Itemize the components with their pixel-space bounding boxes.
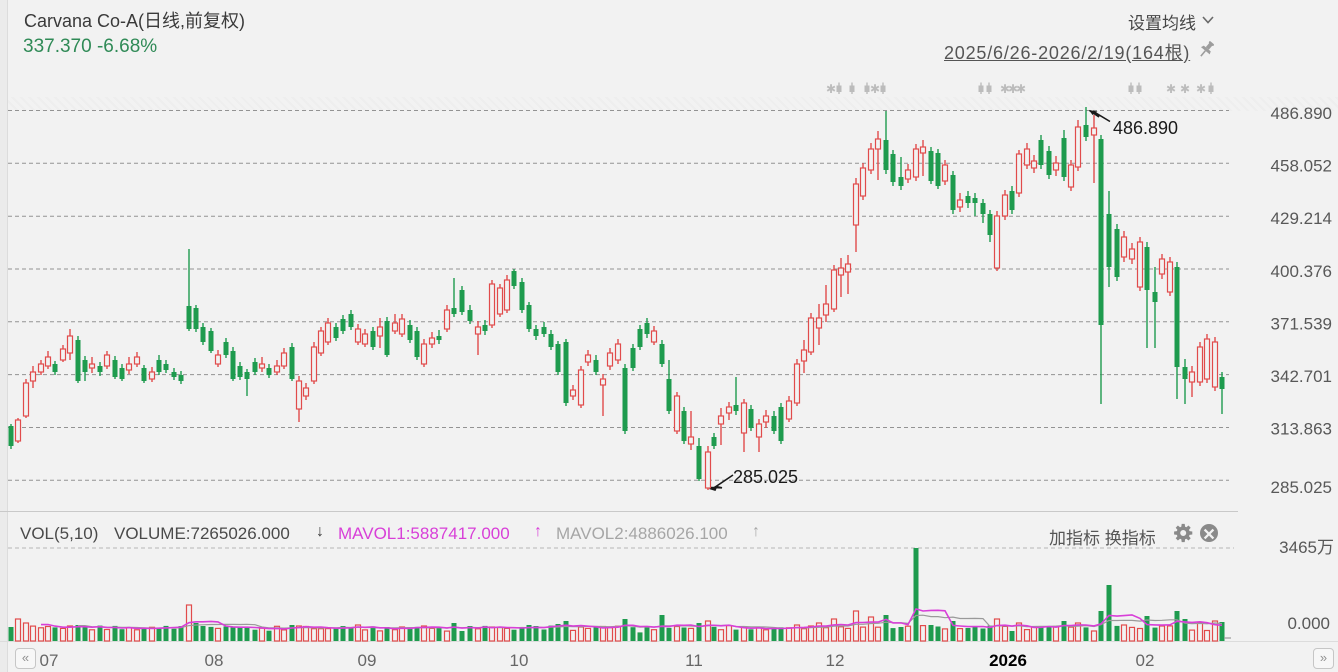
svg-text:✱: ✱ [1016, 82, 1026, 96]
svg-text:429.214: 429.214 [1271, 209, 1332, 228]
svg-text:02: 02 [1136, 651, 1155, 670]
svg-text:371.539: 371.539 [1271, 315, 1332, 334]
svg-text:08: 08 [205, 651, 224, 670]
svg-text:✱: ✱ [1196, 82, 1206, 96]
svg-text:09: 09 [358, 651, 377, 670]
svg-text:2026: 2026 [989, 651, 1027, 670]
svg-text:313.863: 313.863 [1271, 420, 1332, 439]
svg-text:285.025: 285.025 [1271, 478, 1332, 497]
svg-text:✱: ✱ [1166, 82, 1176, 96]
svg-text:400.376: 400.376 [1271, 262, 1332, 281]
svg-text:10: 10 [510, 651, 529, 670]
svg-text:458.052: 458.052 [1271, 157, 1332, 176]
svg-text:11: 11 [685, 651, 703, 670]
svg-text:486.890: 486.890 [1271, 104, 1332, 123]
svg-text:07: 07 [40, 651, 59, 670]
svg-text:✱: ✱ [1000, 82, 1010, 96]
svg-text:12: 12 [826, 651, 845, 670]
svg-text:342.701: 342.701 [1271, 367, 1332, 386]
svg-text:3465万: 3465万 [1279, 538, 1334, 557]
svg-text:0.000: 0.000 [1287, 614, 1330, 633]
svg-text:✱: ✱ [1180, 82, 1190, 96]
svg-text:✱: ✱ [1008, 82, 1018, 96]
svg-text:✱: ✱ [826, 82, 836, 96]
svg-text:✱: ✱ [870, 82, 880, 96]
